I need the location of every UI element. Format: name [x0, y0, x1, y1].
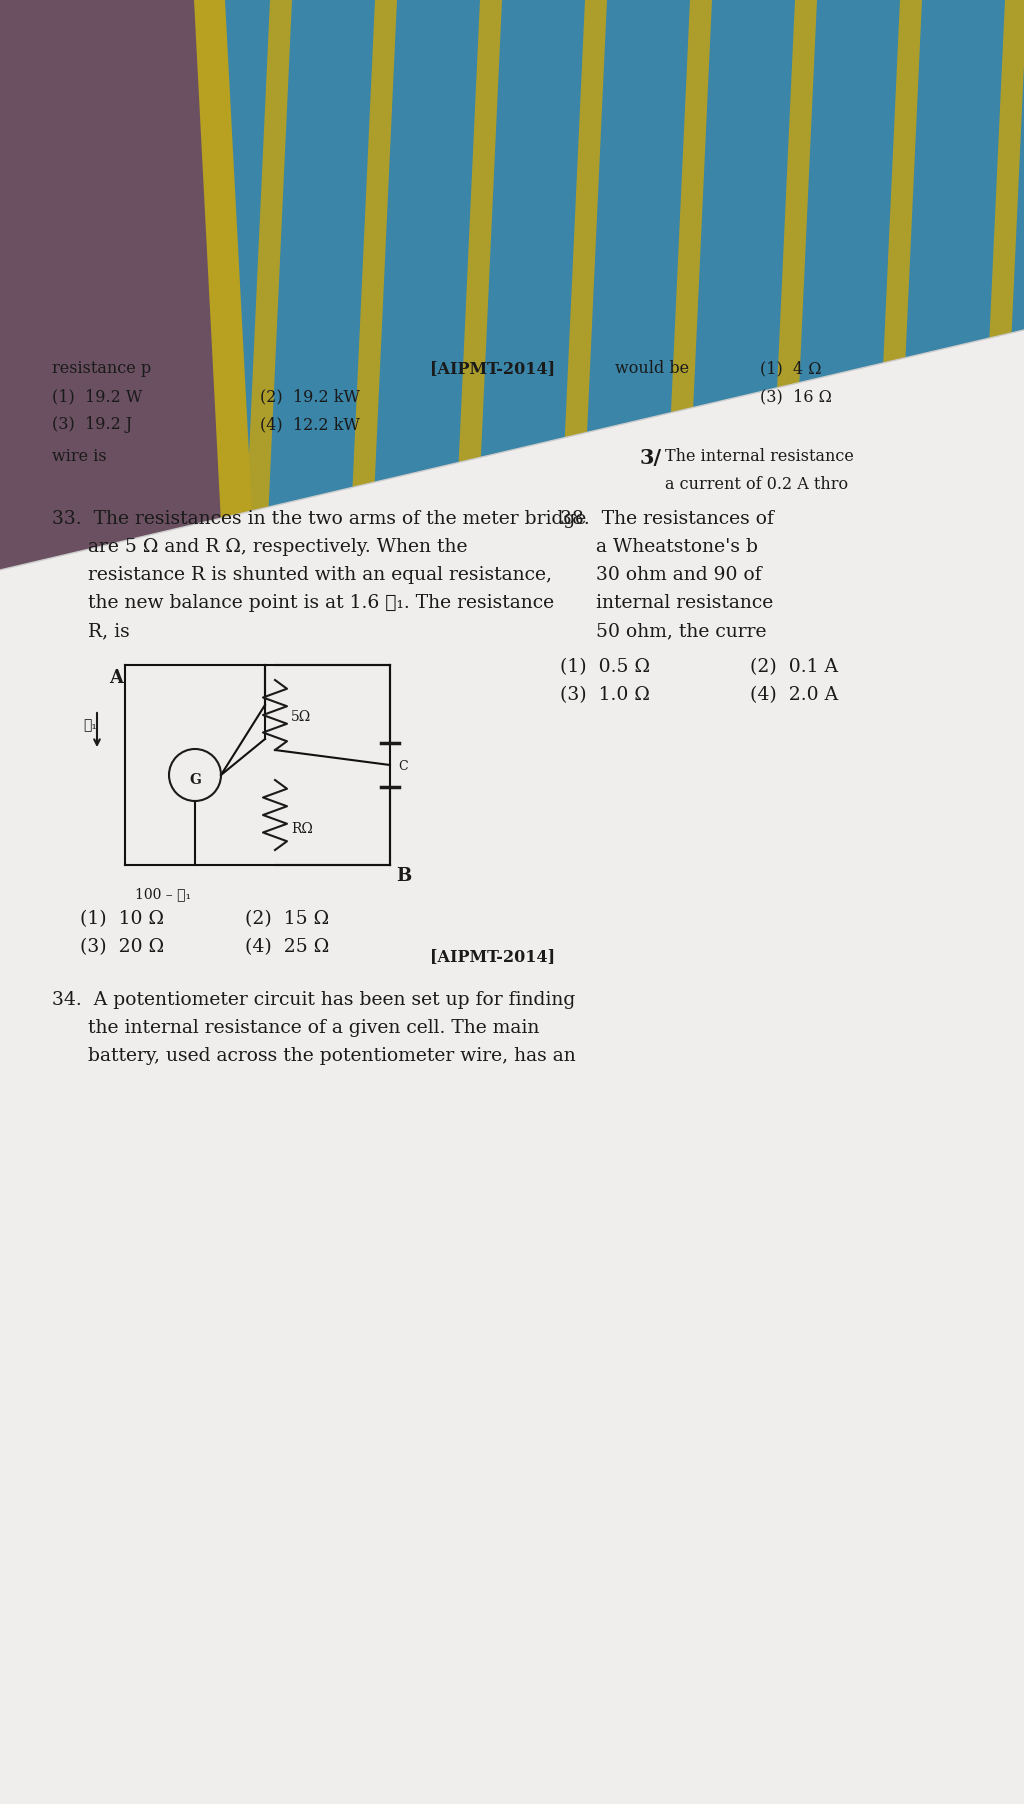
Text: (1)  0.5 Ω: (1) 0.5 Ω — [560, 658, 650, 676]
Polygon shape — [335, 0, 397, 866]
Text: (1)  19.2 W: (1) 19.2 W — [52, 388, 142, 406]
Text: 50 ohm, the curre: 50 ohm, the curre — [560, 622, 767, 640]
Polygon shape — [0, 330, 1024, 1804]
Text: (1)  10 Ω: (1) 10 Ω — [80, 909, 164, 927]
Text: (2)  15 Ω: (2) 15 Ω — [245, 909, 329, 927]
Text: R, is: R, is — [52, 622, 130, 640]
Text: [AIPMT-2014]: [AIPMT-2014] — [430, 361, 555, 377]
Polygon shape — [860, 0, 922, 866]
Text: 5Ω: 5Ω — [291, 711, 311, 723]
Text: 38.  The resistances of: 38. The resistances of — [560, 511, 774, 529]
Text: 34.  A potentiometer circuit has been set up for finding: 34. A potentiometer circuit has been set… — [52, 990, 575, 1008]
Text: resistance p: resistance p — [52, 361, 152, 377]
Text: would be: would be — [615, 361, 689, 377]
Text: (3)  1.0 Ω: (3) 1.0 Ω — [560, 686, 650, 704]
Polygon shape — [194, 0, 266, 794]
Text: ℓ₁: ℓ₁ — [83, 718, 97, 732]
Text: (4)  12.2 kW: (4) 12.2 kW — [260, 417, 359, 433]
Text: C: C — [398, 759, 408, 772]
Text: internal resistance: internal resistance — [560, 594, 773, 612]
Text: (1)  4 Ω: (1) 4 Ω — [760, 361, 821, 377]
Text: wire is: wire is — [52, 447, 106, 465]
Text: (2)  0.1 A: (2) 0.1 A — [750, 658, 838, 676]
Text: RΩ: RΩ — [291, 823, 313, 835]
Text: 33.  The resistances in the two arms of the meter bridge: 33. The resistances in the two arms of t… — [52, 511, 587, 529]
Text: [AIPMT-2014]: [AIPMT-2014] — [430, 947, 555, 965]
Text: a current of 0.2 A thro: a current of 0.2 A thro — [665, 476, 848, 492]
Text: a Wheatstone's b: a Wheatstone's b — [560, 538, 758, 556]
Text: resistance R is shunted with an equal resistance,: resistance R is shunted with an equal re… — [52, 566, 552, 584]
Text: A: A — [109, 669, 123, 687]
Text: (3)  20 Ω: (3) 20 Ω — [80, 938, 164, 956]
Text: (4)  2.0 A: (4) 2.0 A — [750, 686, 838, 704]
Text: 3/: 3/ — [640, 447, 663, 467]
Text: B: B — [396, 868, 412, 886]
Text: battery, used across the potentiometer wire, has an: battery, used across the potentiometer w… — [52, 1046, 575, 1064]
Polygon shape — [545, 0, 607, 866]
Text: (4)  25 Ω: (4) 25 Ω — [245, 938, 330, 956]
Text: (3)  16 Ω: (3) 16 Ω — [760, 388, 831, 406]
Polygon shape — [230, 0, 292, 866]
Text: G: G — [189, 772, 201, 787]
Text: are 5 Ω and R Ω, respectively. When the: are 5 Ω and R Ω, respectively. When the — [52, 538, 468, 556]
Text: 100 – ℓ₁: 100 – ℓ₁ — [135, 888, 191, 900]
Text: the new balance point is at 1.6 ℓ₁. The resistance: the new balance point is at 1.6 ℓ₁. The … — [52, 594, 554, 612]
Text: (2)  19.2 kW: (2) 19.2 kW — [260, 388, 360, 406]
Text: (3)  19.2 J: (3) 19.2 J — [52, 417, 132, 433]
Polygon shape — [755, 0, 817, 866]
Polygon shape — [650, 0, 712, 866]
Text: the internal resistance of a given cell. The main: the internal resistance of a given cell.… — [52, 1019, 540, 1037]
Polygon shape — [965, 0, 1024, 866]
Polygon shape — [0, 0, 225, 1010]
Text: 30 ohm and 90 of: 30 ohm and 90 of — [560, 566, 762, 584]
Polygon shape — [440, 0, 502, 866]
Text: The internal resistance: The internal resistance — [665, 447, 854, 465]
